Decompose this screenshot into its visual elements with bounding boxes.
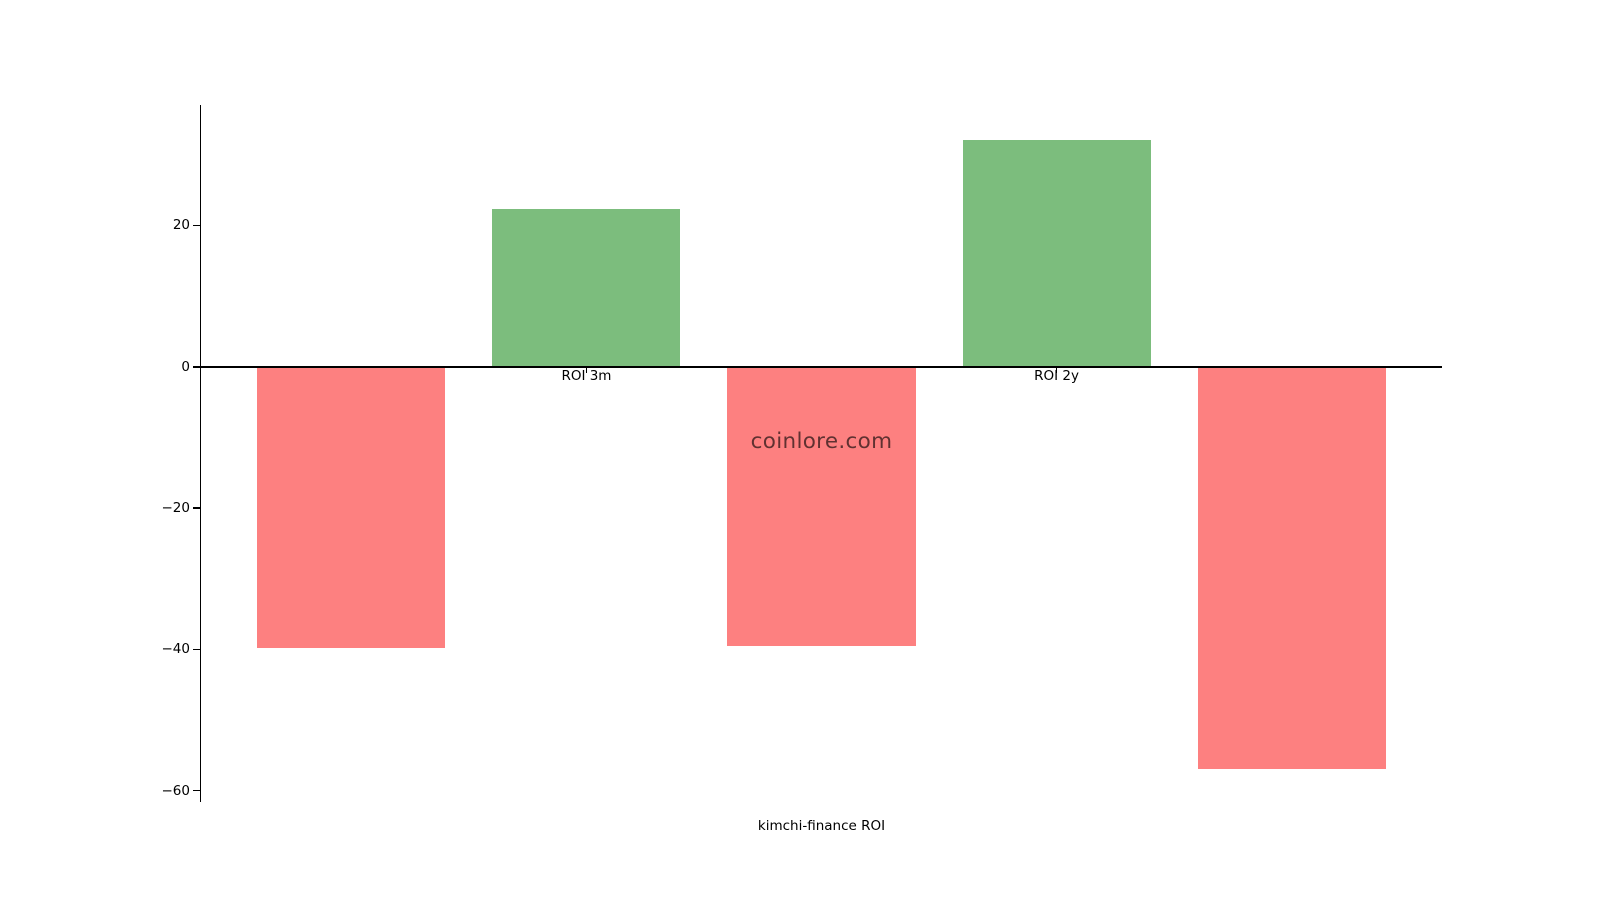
- y-axis-spine: [199, 105, 201, 802]
- x-axis-zero-line: [201, 366, 1442, 368]
- y-tick-label: 20: [172, 217, 190, 234]
- y-tick-mark: [192, 789, 200, 792]
- y-tick-mark: [192, 224, 200, 227]
- y-tick-mark: [192, 366, 200, 368]
- bar-series-3: [727, 366, 916, 646]
- y-tick-label: −20: [161, 500, 191, 517]
- x-tick-mark: [1055, 366, 1058, 373]
- x-tick-label: ROI 2y: [1034, 368, 1079, 385]
- y-tick-label: 0: [181, 358, 190, 375]
- chart-title: kimchi-finance ROI: [757, 818, 886, 834]
- bar-series-1: [257, 366, 446, 648]
- y-tick-mark: [192, 648, 200, 651]
- watermark-text: coinlore.com: [750, 429, 893, 454]
- bar-series-5: [1197, 366, 1386, 769]
- x-tick-label: ROI 3m: [561, 368, 612, 385]
- y-tick-label: −60: [161, 782, 191, 799]
- y-tick-mark: [192, 507, 200, 509]
- bar-ROI 2y: [962, 139, 1151, 367]
- y-tick-label: −40: [161, 641, 191, 658]
- x-tick-mark: [585, 366, 588, 373]
- bar-ROI 3m: [492, 209, 681, 367]
